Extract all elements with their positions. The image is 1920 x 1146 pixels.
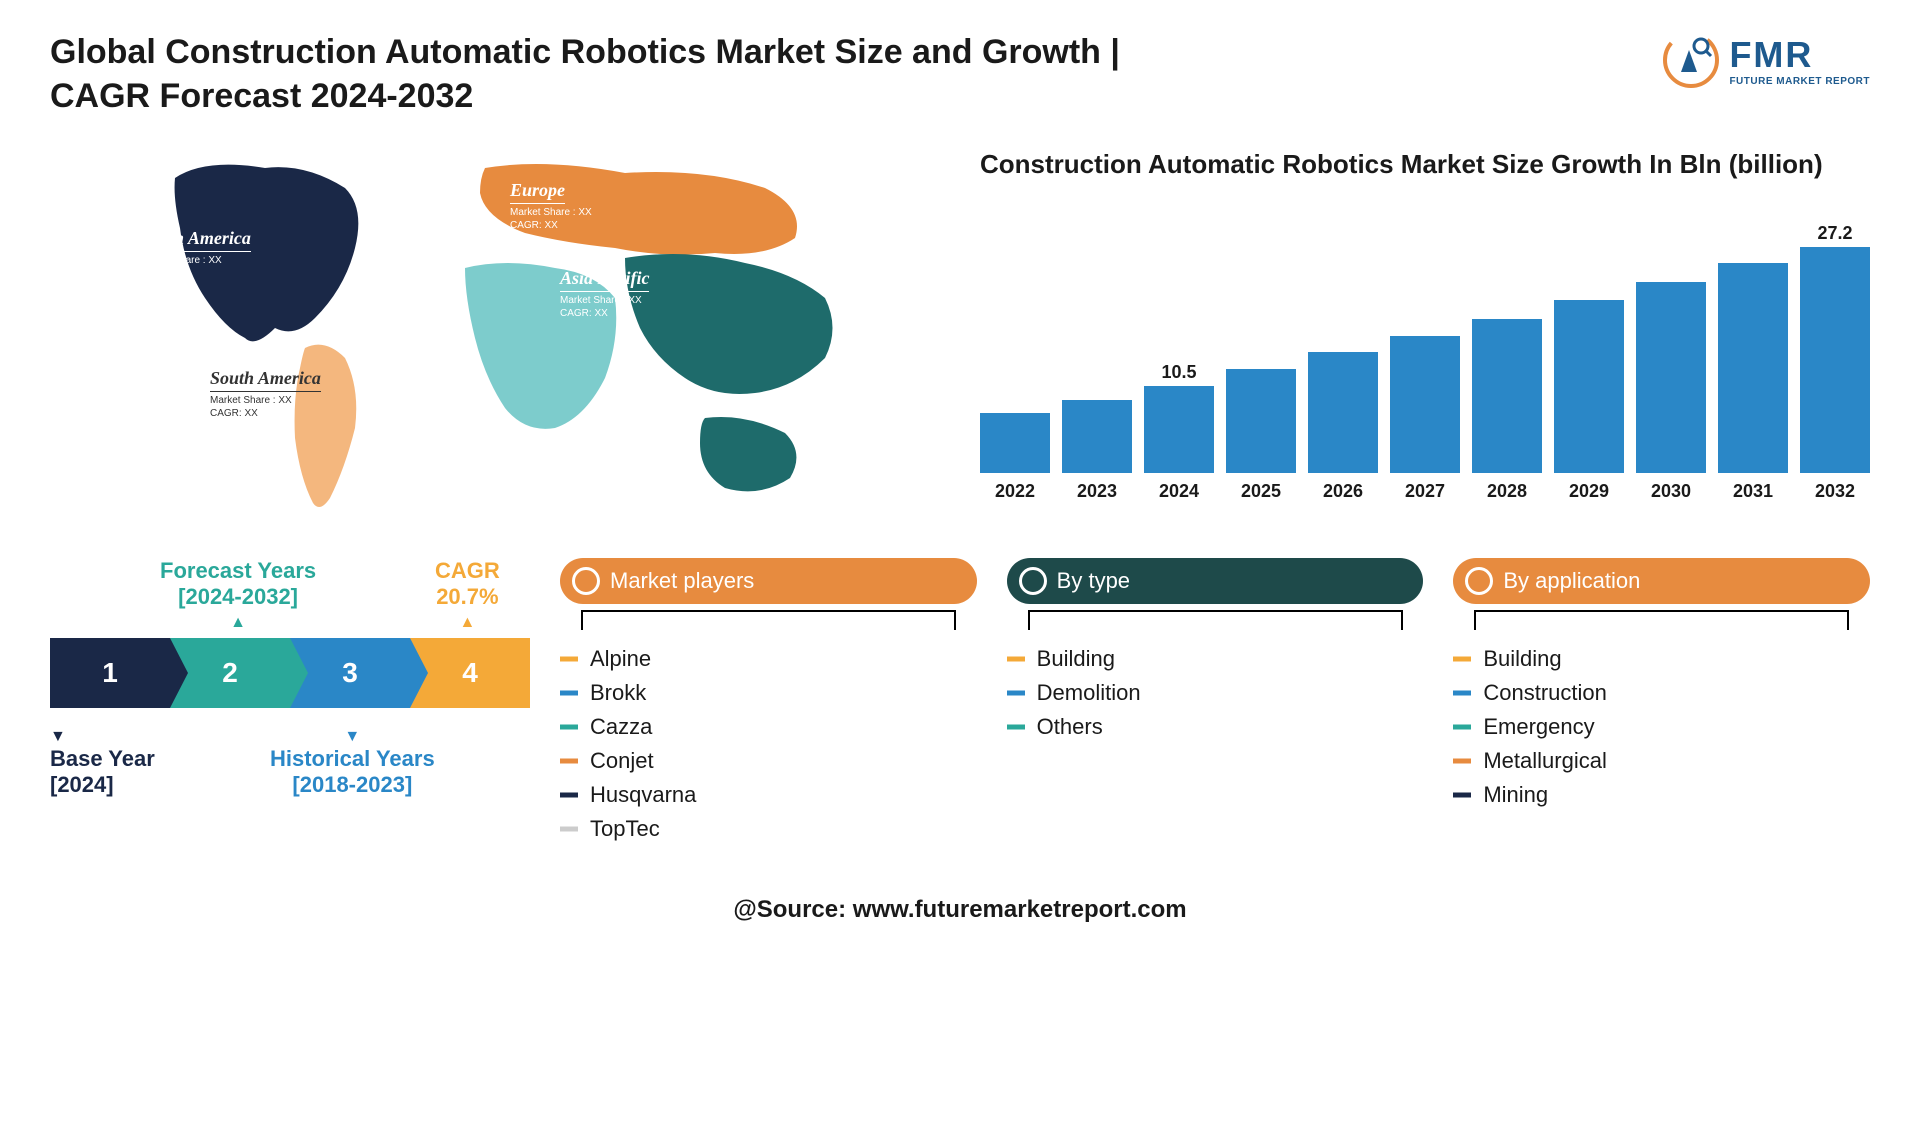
region-europe: Europe Market Share : XX CAGR: XX xyxy=(510,180,592,232)
source-text: @Source: www.futuremarketreport.com xyxy=(50,896,1870,924)
bar-wrap: 10.52024 xyxy=(1144,386,1214,503)
list-item: Building xyxy=(1037,642,1424,676)
bar-chart-container: Construction Automatic Robotics Market S… xyxy=(980,138,1870,518)
bar-year-label: 2032 xyxy=(1815,481,1855,502)
bar-year-label: 2024 xyxy=(1159,481,1199,502)
timeline-segment: 2 xyxy=(170,638,290,708)
cat-header: By type xyxy=(1007,558,1424,604)
bar xyxy=(1144,386,1214,474)
list-item: Construction xyxy=(1483,676,1870,710)
bar xyxy=(1390,336,1460,474)
anno-forecast: Forecast Years [2024-2032] ▲ xyxy=(160,558,316,632)
bar-wrap: 27.22032 xyxy=(1800,247,1870,503)
bar-wrap: 2029 xyxy=(1554,300,1624,502)
bar xyxy=(1472,319,1542,473)
list-item: Metallurgical xyxy=(1483,744,1870,778)
list-item: Others xyxy=(1037,710,1424,744)
bar xyxy=(1308,352,1378,473)
bar-wrap: 2023 xyxy=(1062,400,1132,502)
anno-base: ▼ Base Year [2024] xyxy=(50,724,155,798)
bottom-section: Forecast Years [2024-2032] ▲ CAGR 20.7% … xyxy=(50,558,1870,846)
bar-year-label: 2026 xyxy=(1323,481,1363,502)
category-by-type: By type BuildingDemolitionOthers xyxy=(1007,558,1424,744)
fmr-logo-icon xyxy=(1661,30,1721,90)
region-south-america: South America Market Share : XX CAGR: XX xyxy=(210,368,321,420)
bar xyxy=(980,413,1050,473)
list-item: Cazza xyxy=(590,710,977,744)
list-item: Emergency xyxy=(1483,710,1870,744)
bar-year-label: 2022 xyxy=(995,481,1035,502)
bar-wrap: 2031 xyxy=(1718,263,1788,502)
header: Global Construction Automatic Robotics M… xyxy=(50,30,1870,118)
anno-historical: ▼ Historical Years [2018-2023] xyxy=(270,724,435,798)
bar xyxy=(1800,247,1870,474)
bracket-icon xyxy=(1474,610,1849,630)
bar-year-label: 2030 xyxy=(1651,481,1691,502)
page-title: Global Construction Automatic Robotics M… xyxy=(50,30,1150,118)
bar xyxy=(1554,300,1624,473)
triangle-down-icon: ▼ xyxy=(50,728,155,746)
map-svg xyxy=(50,138,940,518)
bar-value-label: 27.2 xyxy=(1817,223,1852,244)
region-mea: MEA Market Share : XX CAGR: XX xyxy=(380,308,462,360)
bar-wrap: 2027 xyxy=(1390,336,1460,503)
cat-header: By application xyxy=(1453,558,1870,604)
bar-wrap: 2028 xyxy=(1472,319,1542,502)
bar-year-label: 2028 xyxy=(1487,481,1527,502)
bar-wrap: 2022 xyxy=(980,413,1050,502)
world-map: North America Market Share : XX CAGR: XX… xyxy=(50,138,940,518)
logo-sub: FUTURE MARKET REPORT xyxy=(1729,76,1870,87)
list-item: Husqvarna xyxy=(590,778,977,812)
region-north-america: North America Market Share : XX CAGR: XX xyxy=(140,228,251,280)
timeline-segment: 3 xyxy=(290,638,410,708)
bar-value-label: 10.5 xyxy=(1161,362,1196,383)
bar-year-label: 2025 xyxy=(1241,481,1281,502)
list-item: Demolition xyxy=(1037,676,1424,710)
list-item: Building xyxy=(1483,642,1870,676)
top-section: North America Market Share : XX CAGR: XX… xyxy=(50,138,1870,518)
bar-wrap: 2025 xyxy=(1226,369,1296,502)
logo: FMR FUTURE MARKET REPORT xyxy=(1661,30,1870,90)
list-item: Brokk xyxy=(590,676,977,710)
bar-year-label: 2023 xyxy=(1077,481,1117,502)
cat-list: BuildingConstructionEmergencyMetallurgic… xyxy=(1453,642,1870,812)
cat-header: Market players xyxy=(560,558,977,604)
chart-title: Construction Automatic Robotics Market S… xyxy=(980,148,1870,182)
timeline-strip: 1234 xyxy=(50,638,530,708)
bar xyxy=(1636,282,1706,474)
triangle-down-icon: ▼ xyxy=(270,728,435,746)
cat-list: BuildingDemolitionOthers xyxy=(1007,642,1424,744)
list-item: Conjet xyxy=(590,744,977,778)
bar xyxy=(1718,263,1788,473)
region-asia-pacific: Asia Pacific Market Share : XX CAGR: XX xyxy=(560,268,649,320)
triangle-down-icon: ▲ xyxy=(160,614,316,632)
logo-brand: FMR xyxy=(1729,34,1870,76)
category-by-application: By application BuildingConstructionEmerg… xyxy=(1453,558,1870,812)
timeline-segment: 1 xyxy=(50,638,170,708)
cat-list: AlpineBrokkCazzaConjetHusqvarnaTopTec xyxy=(560,642,977,846)
bar xyxy=(1226,369,1296,473)
bar-year-label: 2029 xyxy=(1569,481,1609,502)
anno-cagr: CAGR 20.7% ▲ xyxy=(435,558,500,632)
category-market-players: Market players AlpineBrokkCazzaConjetHus… xyxy=(560,558,977,846)
list-item: Alpine xyxy=(590,642,977,676)
bar-year-label: 2027 xyxy=(1405,481,1445,502)
bar-wrap: 2030 xyxy=(1636,282,1706,503)
bracket-icon xyxy=(1028,610,1403,630)
bar-year-label: 2031 xyxy=(1733,481,1773,502)
triangle-down-icon: ▲ xyxy=(435,614,500,632)
bar-chart: 2022202310.52024202520262027202820292030… xyxy=(980,192,1870,502)
timeline: Forecast Years [2024-2032] ▲ CAGR 20.7% … xyxy=(50,558,530,788)
bar-wrap: 2026 xyxy=(1308,352,1378,502)
list-item: TopTec xyxy=(590,812,977,846)
list-item: Mining xyxy=(1483,778,1870,812)
bracket-icon xyxy=(581,610,956,630)
timeline-segment: 4 xyxy=(410,638,530,708)
bar xyxy=(1062,400,1132,473)
